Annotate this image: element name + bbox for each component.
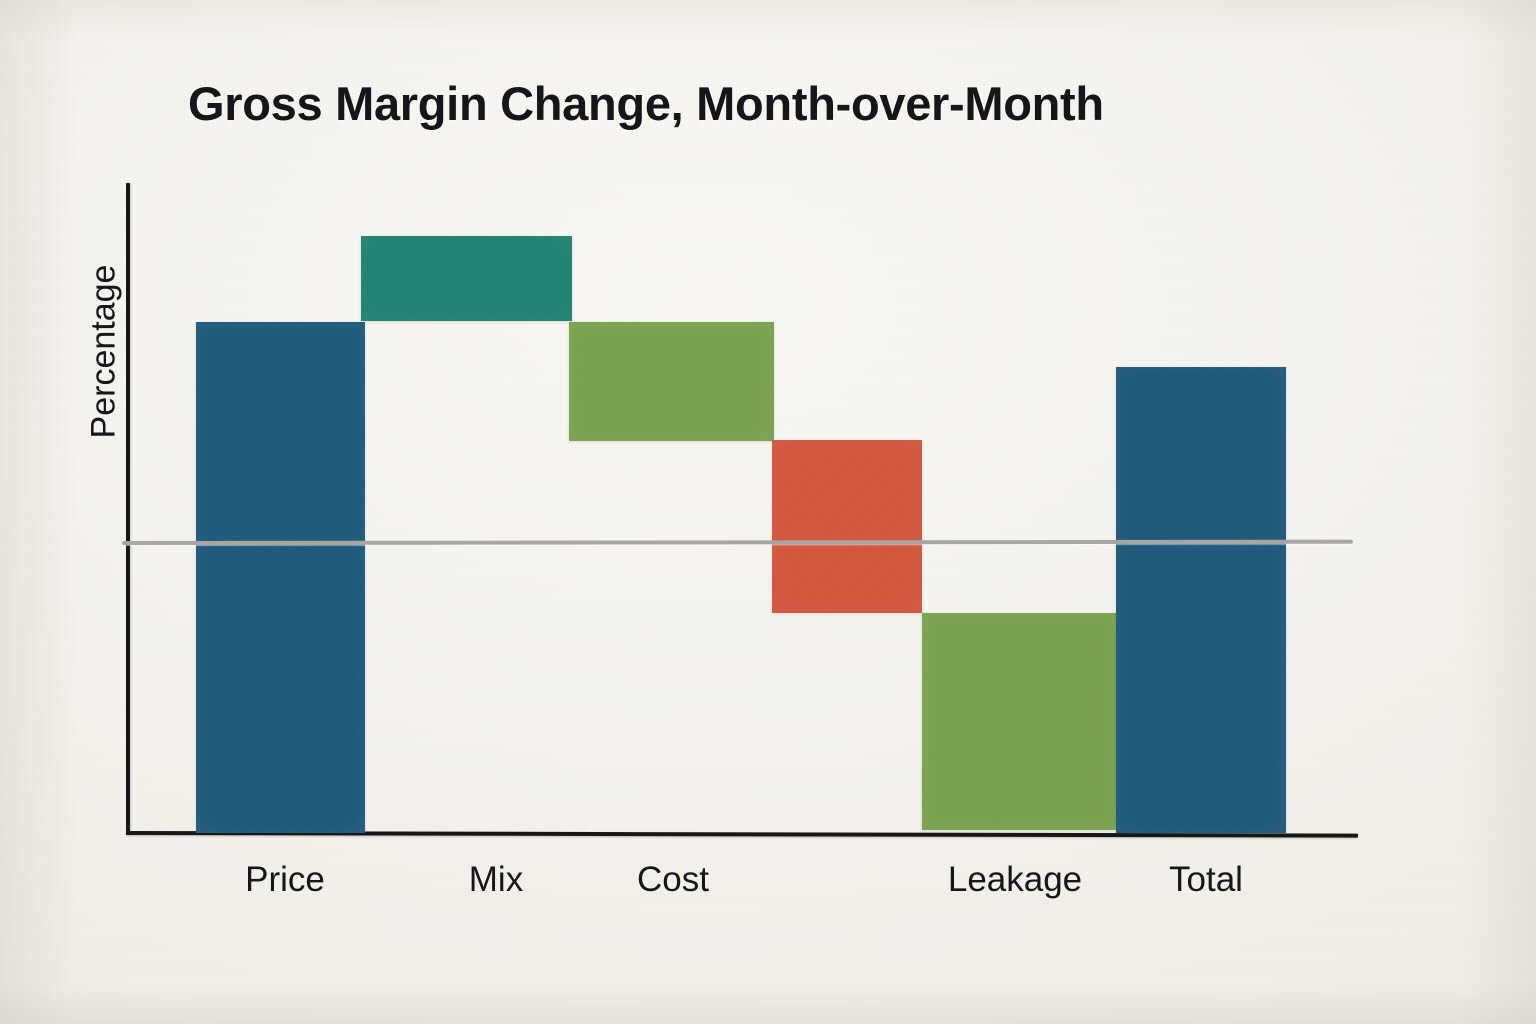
x-tick-label-mix: Mix <box>468 860 524 899</box>
x-tick-label-cost: Cost <box>637 860 709 899</box>
bar-mix <box>361 236 572 321</box>
bar-total <box>1116 367 1286 833</box>
page-title: Gross Margin Change, Month-over-Month <box>188 77 1104 130</box>
x-tick-label-total: Total <box>1169 860 1243 899</box>
bar-price <box>196 322 365 833</box>
x-tick-label-leakage: Leakage <box>947 860 1083 899</box>
y-axis-label: Percentage <box>84 264 123 439</box>
y-axis-spine <box>126 183 130 835</box>
x-tick-label-price: Price <box>245 860 325 899</box>
bar-cost <box>569 322 774 441</box>
bar-unlabeled-3 <box>772 440 922 613</box>
bar-leakage <box>922 613 1117 830</box>
